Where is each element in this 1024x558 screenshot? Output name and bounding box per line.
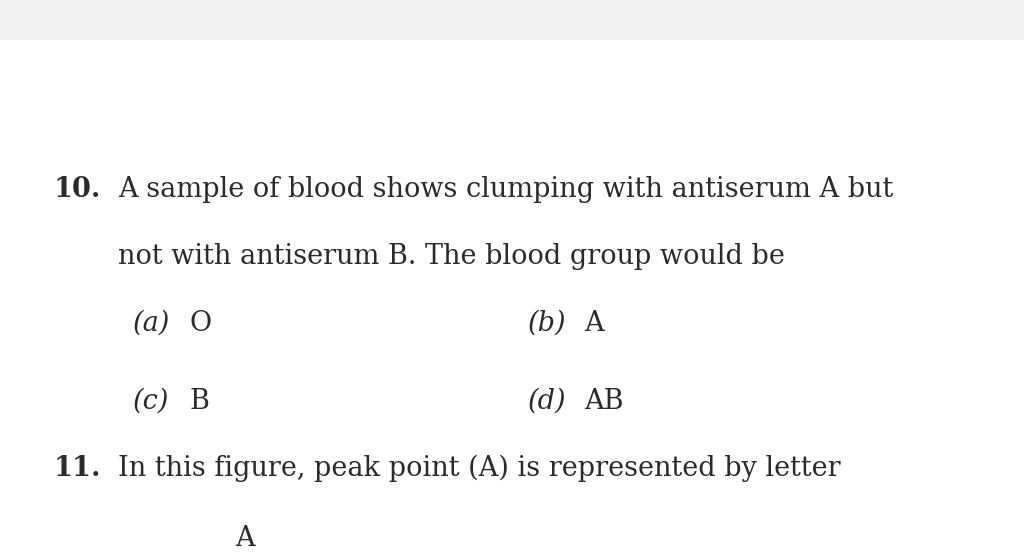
Text: A: A (584, 310, 603, 336)
Text: B: B (189, 388, 209, 415)
Text: 10.: 10. (53, 176, 100, 203)
Text: In this figure, peak point (A) is represented by letter: In this figure, peak point (A) is repres… (118, 455, 841, 482)
Text: (b): (b) (527, 310, 566, 336)
Text: (a): (a) (133, 310, 170, 336)
Text: A sample of blood shows clumping with antiserum A but: A sample of blood shows clumping with an… (118, 176, 893, 203)
Text: not with antiserum B. The blood group would be: not with antiserum B. The blood group wo… (118, 243, 784, 270)
Text: (d): (d) (527, 388, 566, 415)
FancyBboxPatch shape (0, 0, 1024, 40)
Text: O: O (189, 310, 212, 336)
Text: AB: AB (584, 388, 624, 415)
Text: A: A (236, 525, 255, 551)
Text: 11.: 11. (53, 455, 100, 482)
Text: (c): (c) (133, 388, 170, 415)
